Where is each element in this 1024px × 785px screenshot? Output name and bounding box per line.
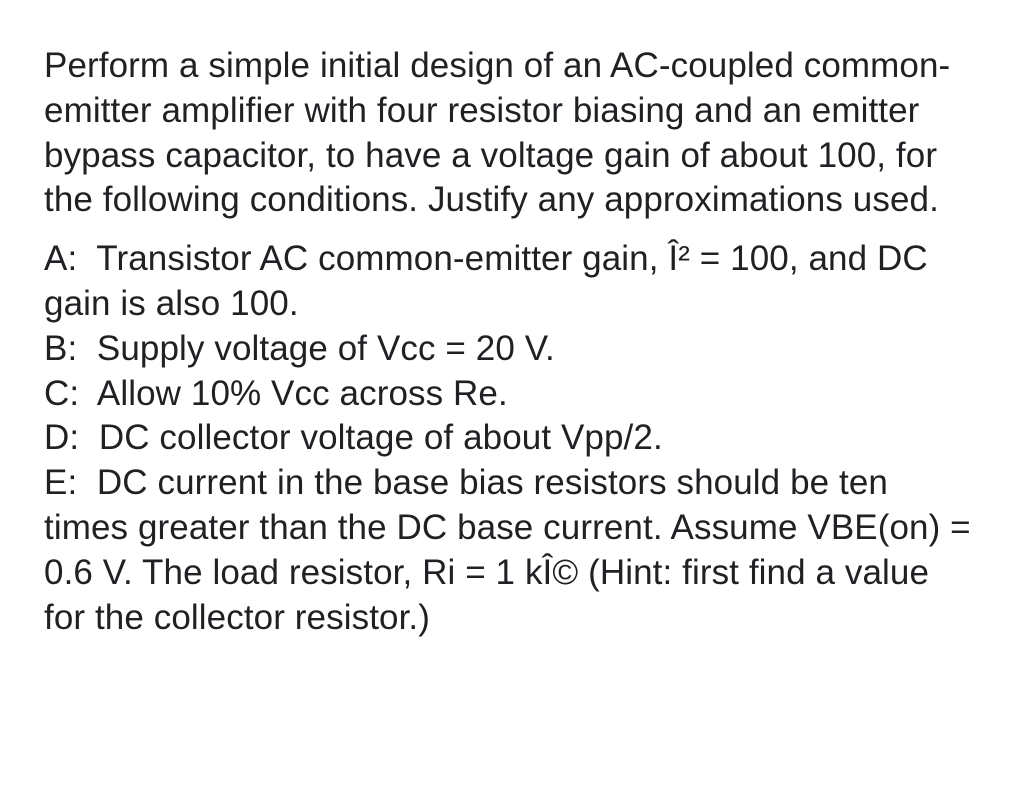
condition-b: B: Supply voltage of Vcc = 20 V. [44,327,976,372]
question-intro: Perform a simple initial design of an AC… [44,44,976,223]
condition-d: D: DC collector voltage of about Vpp/2. [44,416,976,461]
question-page: Perform a simple initial design of an AC… [0,0,1024,785]
condition-a: A: Transistor AC common-emitter gain, Î²… [44,237,976,327]
condition-e: E: DC current in the base bias resistors… [44,461,976,640]
condition-c: C: Allow 10% Vcc across Re. [44,372,976,417]
